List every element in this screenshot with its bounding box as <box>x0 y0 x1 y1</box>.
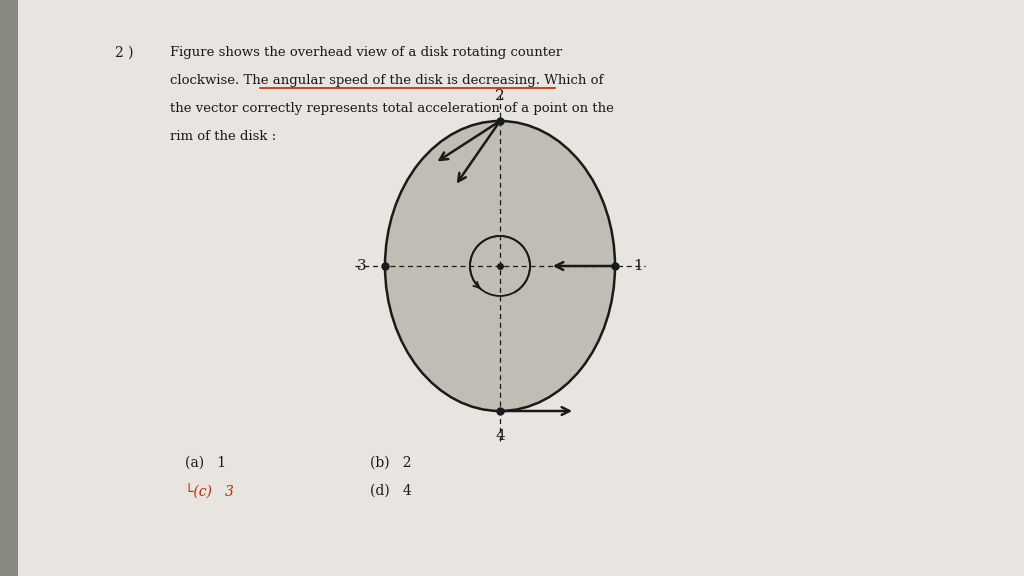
Bar <box>0 0 18 576</box>
Text: rim of the disk :: rim of the disk : <box>170 130 276 143</box>
Text: └(c)   3: └(c) 3 <box>185 484 233 499</box>
Text: 3: 3 <box>357 259 367 273</box>
Text: Figure shows the overhead view of a disk rotating counter: Figure shows the overhead view of a disk… <box>170 46 562 59</box>
Ellipse shape <box>385 121 615 411</box>
Text: (d)   4: (d) 4 <box>370 484 412 498</box>
Text: 2 ): 2 ) <box>115 46 133 60</box>
Text: (a)   1: (a) 1 <box>185 456 226 470</box>
Text: (b)   2: (b) 2 <box>370 456 412 470</box>
Text: 4: 4 <box>496 429 505 443</box>
Text: the vector correctly represents total acceleration of a point on the: the vector correctly represents total ac… <box>170 102 613 115</box>
FancyBboxPatch shape <box>18 0 1024 576</box>
Text: 2: 2 <box>496 89 505 103</box>
Text: clockwise. The angular speed of the disk is decreasing. Which of: clockwise. The angular speed of the disk… <box>170 74 603 87</box>
Text: 1: 1 <box>633 259 643 273</box>
